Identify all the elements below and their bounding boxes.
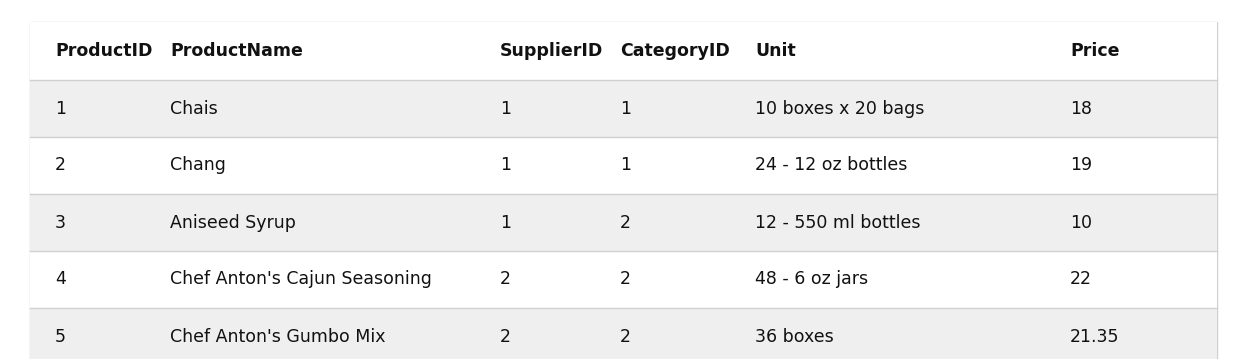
Text: 2: 2 (620, 327, 631, 345)
Text: 1: 1 (620, 157, 631, 174)
Text: Chef Anton's Cajun Seasoning: Chef Anton's Cajun Seasoning (170, 270, 431, 289)
Text: 24 - 12 oz bottles: 24 - 12 oz bottles (754, 157, 908, 174)
Text: Chais: Chais (170, 99, 218, 117)
Text: CategoryID: CategoryID (620, 42, 729, 60)
Bar (30, 251, 1217, 308)
Text: 21.35: 21.35 (1070, 327, 1120, 345)
Text: ProductName: ProductName (170, 42, 303, 60)
Text: 3: 3 (55, 214, 66, 232)
Text: 2: 2 (620, 270, 631, 289)
Text: 1: 1 (55, 99, 66, 117)
Text: Unit: Unit (754, 42, 796, 60)
Text: Chef Anton's Gumbo Mix: Chef Anton's Gumbo Mix (170, 327, 385, 345)
Bar (30, 194, 1217, 251)
Text: 2: 2 (620, 214, 631, 232)
Text: SupplierID: SupplierID (500, 42, 604, 60)
Bar (30, 137, 1217, 194)
Text: 10 boxes x 20 bags: 10 boxes x 20 bags (754, 99, 924, 117)
Text: 1: 1 (500, 214, 511, 232)
Text: 5: 5 (55, 327, 66, 345)
Bar (30, 22, 1217, 80)
Text: 1: 1 (500, 157, 511, 174)
Text: 1: 1 (500, 99, 511, 117)
Text: 18: 18 (1070, 99, 1092, 117)
Text: 36 boxes: 36 boxes (754, 327, 834, 345)
Text: 12 - 550 ml bottles: 12 - 550 ml bottles (754, 214, 920, 232)
Text: Aniseed Syrup: Aniseed Syrup (170, 214, 296, 232)
Text: 1: 1 (620, 99, 631, 117)
Text: 48 - 6 oz jars: 48 - 6 oz jars (754, 270, 868, 289)
Text: Price: Price (1070, 42, 1120, 60)
Text: 10: 10 (1070, 214, 1092, 232)
Bar (30, 308, 1217, 359)
Text: 4: 4 (55, 270, 66, 289)
Text: 19: 19 (1070, 157, 1092, 174)
Text: 2: 2 (55, 157, 66, 174)
Text: 2: 2 (500, 270, 511, 289)
Bar (30, 80, 1217, 137)
Text: 2: 2 (500, 327, 511, 345)
Text: ProductID: ProductID (55, 42, 152, 60)
Text: 22: 22 (1070, 270, 1092, 289)
Text: Chang: Chang (170, 157, 226, 174)
